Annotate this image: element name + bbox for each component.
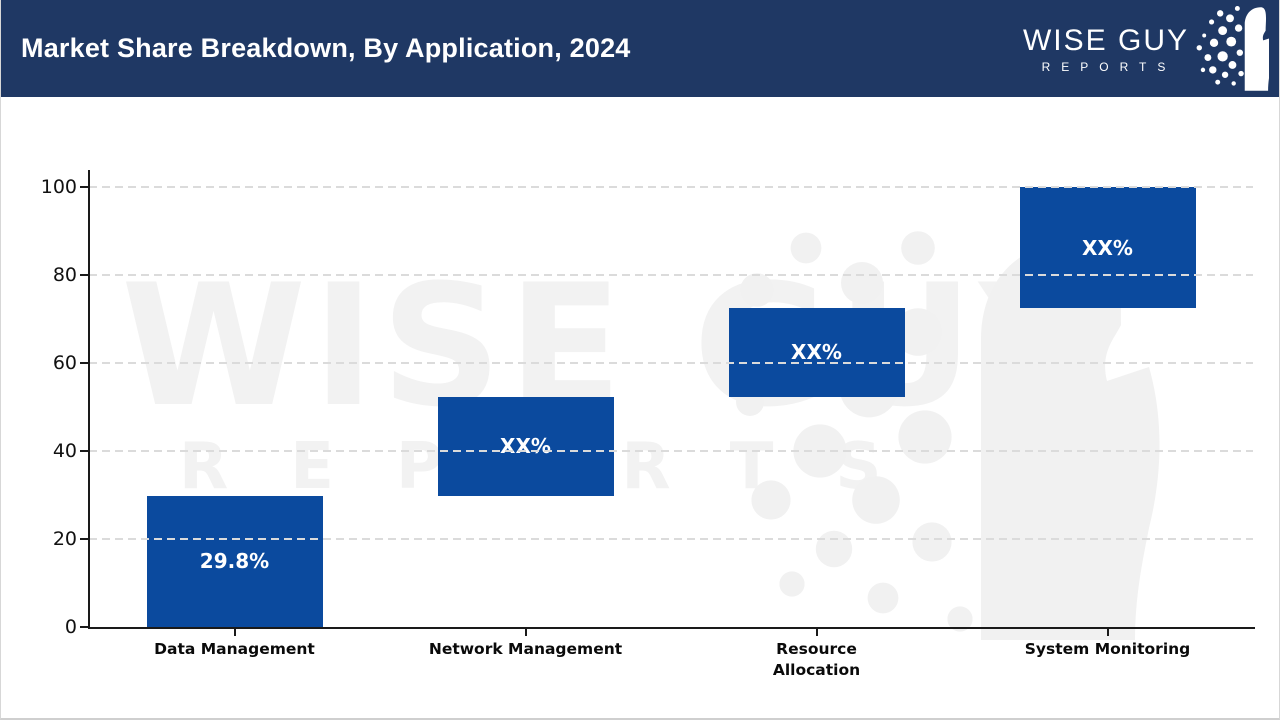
y-tick-mark <box>80 186 88 188</box>
y-tick-label: 40 <box>52 440 77 462</box>
y-tick-label: 0 <box>64 616 77 638</box>
gridline-y-20 <box>89 538 1253 540</box>
x-category-label: Network Management <box>428 640 623 658</box>
gridline-y-80 <box>89 274 1253 276</box>
gridline-y-60 <box>89 362 1253 364</box>
y-tick-label: 80 <box>52 264 77 286</box>
y-tick-mark <box>80 450 88 452</box>
chart-title: Market Share Breakdown, By Application, … <box>21 33 631 63</box>
plot-area: 29.8% XX% XX% XX% <box>89 186 1253 627</box>
dot-face-profile-icon <box>1196 6 1269 91</box>
brand-name: WISE GUY <box>1022 24 1189 57</box>
bar-segment: XX% <box>1019 187 1196 308</box>
bar-value-label: XX% <box>1082 235 1133 260</box>
bar-segment: 29.8% <box>146 495 323 627</box>
x-tick-mark <box>233 629 236 636</box>
x-category-label: Resource Allocation <box>772 640 861 679</box>
x-tick-mark <box>1106 629 1109 636</box>
x-category-label: System Monitoring <box>1024 640 1191 658</box>
header-bar: Market Share Breakdown, By Application, … <box>1 0 1279 97</box>
y-tick-label: 100 <box>40 176 77 198</box>
x-axis-line <box>88 627 1255 629</box>
brand-logo: WISE GUY REPORTS <box>1023 6 1269 92</box>
y-tick-mark <box>80 274 88 276</box>
bar-value-label: XX% <box>500 434 551 459</box>
bar-segment: XX% <box>728 308 905 397</box>
x-tick-mark <box>815 629 818 636</box>
y-tick-mark <box>80 362 88 364</box>
brand-subtitle: REPORTS <box>1041 60 1177 74</box>
bar-value-label: XX% <box>791 340 842 365</box>
y-tick-label: 60 <box>52 352 77 374</box>
gridline-y-100 <box>89 186 1253 188</box>
x-tick-mark <box>524 629 527 636</box>
x-category-label: Data Management <box>154 640 315 658</box>
y-tick-mark <box>80 538 88 540</box>
gridline-y-40 <box>89 450 1253 452</box>
y-axis-line <box>88 170 90 629</box>
brand-logo-text: WISE GUY REPORTS <box>1023 24 1189 74</box>
y-tick-label: 20 <box>52 528 77 550</box>
bar-segment: XX% <box>437 396 614 496</box>
bar-value-label: 29.8% <box>199 549 270 574</box>
y-tick-mark <box>80 626 88 628</box>
